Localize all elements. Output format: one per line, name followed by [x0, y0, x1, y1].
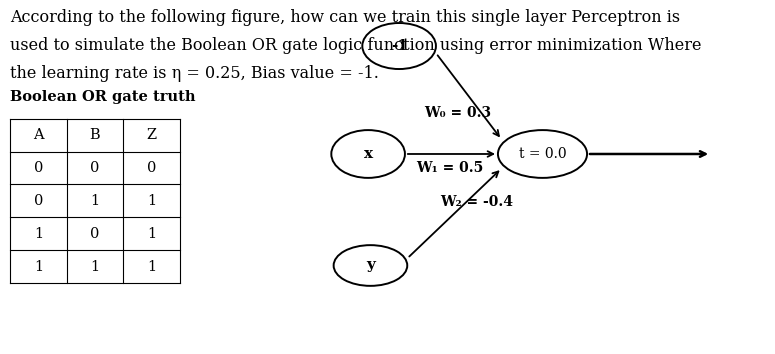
- Text: x: x: [363, 147, 373, 161]
- Text: t = 0.0: t = 0.0: [518, 147, 567, 161]
- Text: B: B: [90, 128, 100, 142]
- Text: A: A: [33, 128, 43, 142]
- Text: used to simulate the Boolean OR gate logic function using error minimization Whe: used to simulate the Boolean OR gate log…: [10, 37, 701, 54]
- Text: 0: 0: [90, 161, 100, 175]
- Text: the learning rate is η = 0.25, Bias value = -1.: the learning rate is η = 0.25, Bias valu…: [10, 65, 379, 82]
- Text: W₀ = 0.3: W₀ = 0.3: [425, 106, 491, 120]
- Text: W₁ = 0.5: W₁ = 0.5: [417, 161, 484, 175]
- Text: 0: 0: [33, 161, 43, 175]
- Text: Z: Z: [146, 128, 157, 142]
- Text: 1: 1: [147, 194, 156, 208]
- Text: 1: 1: [147, 227, 156, 241]
- Text: Boolean OR gate truth: Boolean OR gate truth: [10, 90, 195, 104]
- Text: 1: 1: [34, 227, 43, 241]
- Text: -1: -1: [391, 39, 408, 53]
- Text: W₂ = -0.4: W₂ = -0.4: [440, 195, 513, 209]
- Text: 1: 1: [34, 260, 43, 274]
- Text: 1: 1: [147, 260, 156, 274]
- Text: 0: 0: [90, 227, 100, 241]
- Text: According to the following figure, how can we train this single layer Perceptron: According to the following figure, how c…: [10, 9, 680, 26]
- Text: 1: 1: [91, 260, 99, 274]
- Text: 0: 0: [146, 161, 157, 175]
- Text: 0: 0: [33, 194, 43, 208]
- Text: y: y: [366, 258, 375, 273]
- Text: 1: 1: [91, 194, 99, 208]
